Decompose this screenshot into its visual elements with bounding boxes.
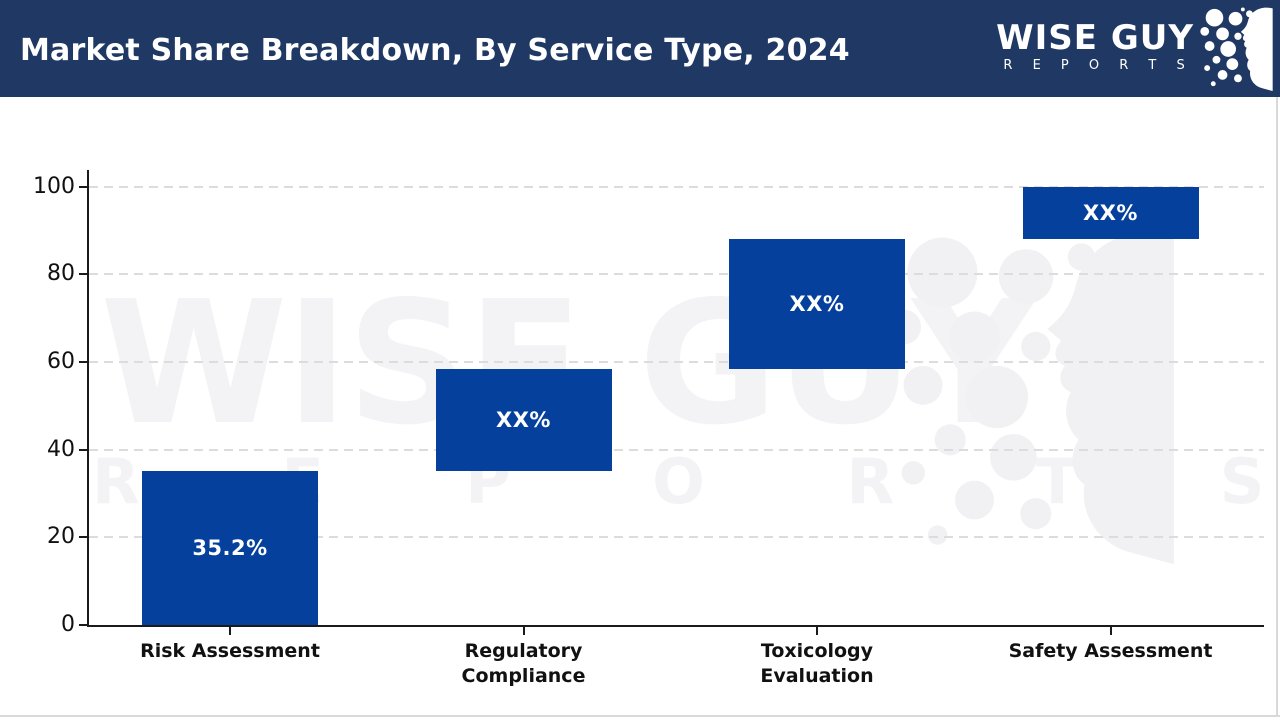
- chart-area: WISE GUY R E P O R T S 0 20 40 60 80 100 35.2%…: [0, 97, 1280, 720]
- y-tick-label-100: 100: [33, 173, 75, 199]
- header-band: Market Share Breakdown, By Service Type,…: [0, 0, 1280, 97]
- y-tick-100: [79, 185, 87, 188]
- bar-safety-assessment: XX%: [1022, 186, 1199, 240]
- gridline-20: [89, 536, 1264, 539]
- x-axis-line: [87, 625, 1264, 627]
- y-tick-label-60: 60: [47, 348, 75, 374]
- x-tick-risk-assessment: [229, 627, 231, 635]
- y-tick-0: [79, 624, 87, 626]
- logo-head-icon: [1200, 7, 1273, 92]
- x-tick-label-regulatory-compliance: Regulatory Compliance: [461, 640, 586, 687]
- figure-right-border: [1276, 97, 1278, 716]
- logo-wordmark: WISE GUY: [996, 18, 1194, 58]
- bar-toxicology-evaluation: XX%: [729, 239, 905, 369]
- bar-risk-assessment: 35.2%: [142, 470, 318, 625]
- gridline-100: [89, 185, 1264, 188]
- y-tick-label-0: 0: [61, 612, 75, 637]
- logo-text: WISE GUY R E P O R T S: [996, 21, 1194, 73]
- y-tick-label-20: 20: [47, 524, 75, 550]
- x-tick-label-safety-assessment: Safety Assessment: [1008, 640, 1213, 662]
- y-tick-60: [79, 360, 87, 363]
- bar-regulatory-compliance: XX%: [435, 368, 612, 471]
- y-tick-40: [79, 448, 87, 451]
- gridline-80: [89, 273, 1264, 276]
- logo-subtitle: R E P O R T S: [1003, 58, 1193, 73]
- gridline-40: [89, 448, 1264, 451]
- wise-guy-reports-logo: WISE GUY R E P O R T S: [996, 0, 1280, 97]
- bar-value-label-safety-assessment: XX%: [1083, 200, 1138, 225]
- x-tick-label-toxicology-evaluation: Toxicology Evaluation: [760, 640, 874, 687]
- bar-value-label-risk-assessment: 35.2%: [192, 535, 268, 560]
- figure-bottom-border: [0, 715, 1280, 717]
- gridline-60: [89, 360, 1264, 363]
- bar-value-label-regulatory-compliance: XX%: [496, 407, 551, 432]
- y-axis-line: [87, 170, 89, 627]
- x-tick-label-risk-assessment: Risk Assessment: [140, 640, 320, 662]
- y-tick-label-40: 40: [47, 436, 75, 462]
- x-tick-toxicology-evaluation: [816, 627, 818, 635]
- y-tick-label-80: 80: [47, 261, 75, 287]
- x-tick-safety-assessment: [1109, 627, 1112, 635]
- bar-value-label-toxicology-evaluation: XX%: [789, 292, 845, 316]
- x-tick-regulatory-compliance: [522, 627, 525, 635]
- y-tick-80: [79, 273, 87, 276]
- page-title: Market Share Breakdown, By Service Type,…: [20, 33, 850, 68]
- y-tick-20: [79, 536, 87, 539]
